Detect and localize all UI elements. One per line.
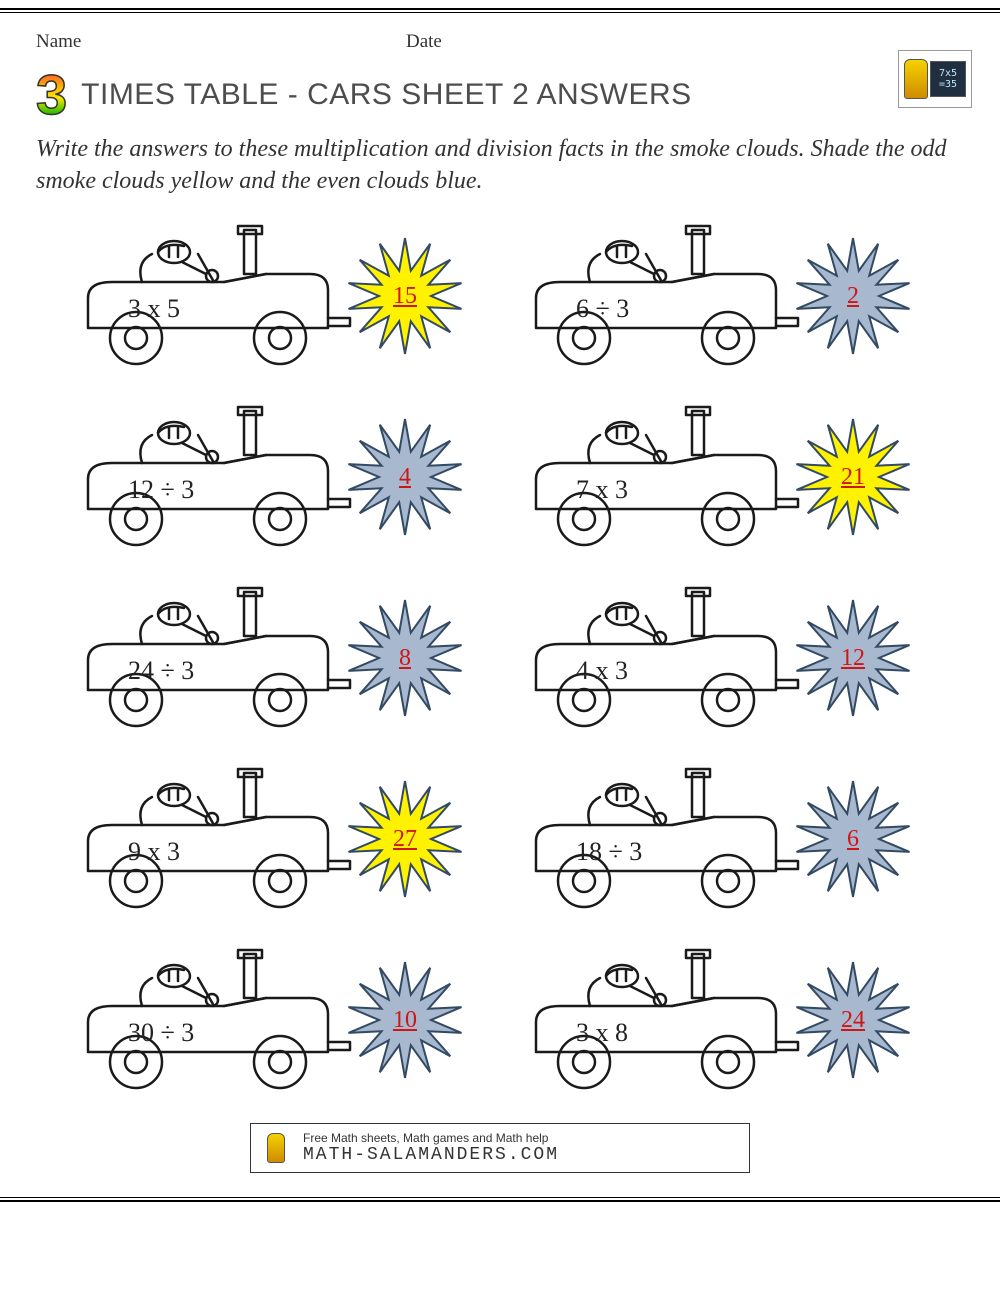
problem-unit: 4 x 3 12 <box>514 586 934 731</box>
problem-unit: 30 ÷ 3 10 <box>66 948 486 1093</box>
smoke-cloud: 15 <box>340 236 470 356</box>
instructions-text: Write the answers to these multiplicatio… <box>36 133 964 198</box>
problem-unit: 24 ÷ 3 8 <box>66 586 486 731</box>
smoke-cloud: 21 <box>788 417 918 537</box>
problem-expression: 30 ÷ 3 <box>128 1018 194 1048</box>
problem-expression: 3 x 8 <box>576 1018 628 1048</box>
smoke-cloud: 27 <box>340 779 470 899</box>
problem-expression: 18 ÷ 3 <box>576 837 642 867</box>
smoke-cloud: 12 <box>788 598 918 718</box>
answer-value: 21 <box>841 464 865 491</box>
footer-text: Free Math sheets, Math games and Math he… <box>303 1131 559 1165</box>
answer-value: 12 <box>841 645 865 672</box>
footer-logo <box>259 1128 293 1168</box>
problem-unit: 7 x 3 21 <box>514 405 934 550</box>
title-row: 3 TIMES TABLE - CARS SHEET 2 ANSWERS <box>36 67 964 123</box>
problem-unit: 6 ÷ 3 2 <box>514 224 934 369</box>
salamander-icon <box>904 59 928 99</box>
answer-value: 27 <box>393 826 417 853</box>
problem-expression: 24 ÷ 3 <box>128 656 194 686</box>
problem-unit: 12 ÷ 3 4 <box>66 405 486 550</box>
date-label: Date <box>406 31 964 53</box>
header-labels: Name Date <box>36 31 964 53</box>
salamander-icon <box>267 1133 285 1163</box>
answer-value: 10 <box>393 1007 417 1034</box>
problem-expression: 3 x 5 <box>128 294 180 324</box>
car-icon: 4 x 3 <box>514 586 802 731</box>
car-icon: 30 ÷ 3 <box>66 948 354 1093</box>
smoke-cloud: 10 <box>340 960 470 1080</box>
car-icon: 3 x 8 <box>514 948 802 1093</box>
smoke-cloud: 8 <box>340 598 470 718</box>
smoke-cloud: 4 <box>340 417 470 537</box>
car-icon: 3 x 5 <box>66 224 354 369</box>
answer-value: 8 <box>399 645 411 672</box>
smoke-cloud: 2 <box>788 236 918 356</box>
problem-unit: 18 ÷ 3 6 <box>514 767 934 912</box>
car-icon: 18 ÷ 3 <box>514 767 802 912</box>
problem-expression: 6 ÷ 3 <box>576 294 629 324</box>
answer-value: 24 <box>841 1007 865 1034</box>
car-icon: 12 ÷ 3 <box>66 405 354 550</box>
brand-logo: 7x5=35 <box>898 50 972 108</box>
car-icon: 7 x 3 <box>514 405 802 550</box>
footer-tagline: Free Math sheets, Math games and Math he… <box>303 1131 559 1145</box>
chalkboard-icon: 7x5=35 <box>930 61 966 97</box>
bottom-rule <box>0 1197 1000 1202</box>
problem-expression: 9 x 3 <box>128 837 180 867</box>
answer-value: 15 <box>393 283 417 310</box>
page-title: TIMES TABLE - CARS SHEET 2 ANSWERS <box>81 78 691 112</box>
answer-value: 4 <box>399 464 411 491</box>
title-number: 3 <box>36 67 67 123</box>
footer-box: Free Math sheets, Math games and Math he… <box>250 1123 750 1173</box>
problem-expression: 7 x 3 <box>576 475 628 505</box>
smoke-cloud: 24 <box>788 960 918 1080</box>
car-icon: 24 ÷ 3 <box>66 586 354 731</box>
answer-value: 6 <box>847 826 859 853</box>
problem-expression: 4 x 3 <box>576 656 628 686</box>
problem-unit: 3 x 8 24 <box>514 948 934 1093</box>
problem-expression: 12 ÷ 3 <box>128 475 194 505</box>
footer-url: MATH-SALAMANDERS.COM <box>303 1145 559 1165</box>
worksheet-page: 7x5=35 Name Date 3 TIMES TABLE - CARS SH… <box>0 13 1000 1183</box>
problems-grid: 3 x 5 15 <box>36 224 964 1093</box>
car-icon: 6 ÷ 3 <box>514 224 802 369</box>
name-label: Name <box>36 31 406 53</box>
smoke-cloud: 6 <box>788 779 918 899</box>
answer-value: 2 <box>847 283 859 310</box>
problem-unit: 3 x 5 15 <box>66 224 486 369</box>
car-icon: 9 x 3 <box>66 767 354 912</box>
problem-unit: 9 x 3 27 <box>66 767 486 912</box>
